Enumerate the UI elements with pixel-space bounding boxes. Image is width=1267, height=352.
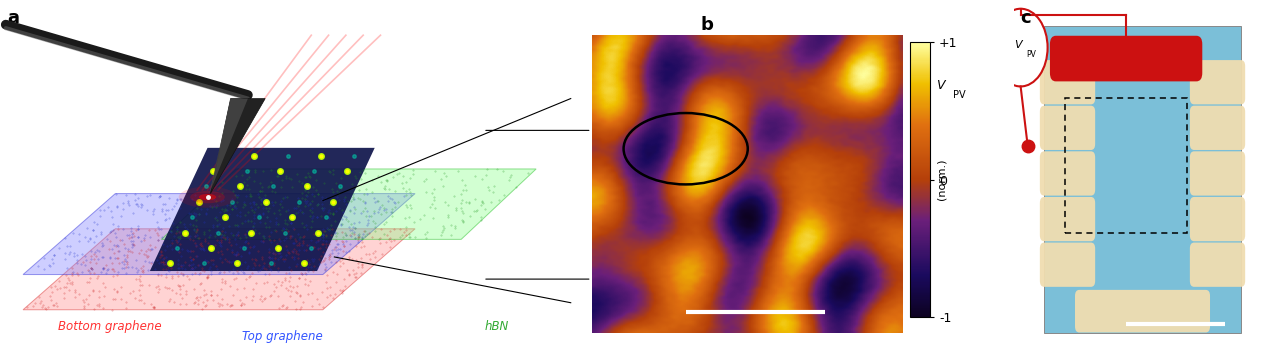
Polygon shape xyxy=(23,194,416,275)
Text: PV: PV xyxy=(953,90,965,100)
Text: c: c xyxy=(1020,9,1030,27)
Text: $V$: $V$ xyxy=(1015,38,1025,50)
FancyBboxPatch shape xyxy=(1190,151,1245,196)
Bar xyxy=(1066,98,1187,233)
FancyBboxPatch shape xyxy=(1040,243,1095,287)
Ellipse shape xyxy=(179,187,237,208)
Polygon shape xyxy=(210,99,265,194)
Text: Top graphene: Top graphene xyxy=(242,330,323,343)
Polygon shape xyxy=(209,99,248,194)
Polygon shape xyxy=(161,169,536,239)
Text: (norm.): (norm.) xyxy=(936,159,946,200)
Ellipse shape xyxy=(190,191,224,203)
FancyBboxPatch shape xyxy=(1190,197,1245,241)
Text: a: a xyxy=(6,9,19,27)
FancyBboxPatch shape xyxy=(1040,60,1095,104)
FancyBboxPatch shape xyxy=(1040,106,1095,150)
FancyBboxPatch shape xyxy=(1050,36,1202,81)
Ellipse shape xyxy=(199,194,217,200)
FancyBboxPatch shape xyxy=(1074,290,1210,332)
Polygon shape xyxy=(23,229,416,310)
Text: Bottom graphene: Bottom graphene xyxy=(58,320,161,333)
FancyBboxPatch shape xyxy=(1190,106,1245,150)
Text: hBN: hBN xyxy=(484,320,508,333)
FancyBboxPatch shape xyxy=(1040,151,1095,196)
Bar xyxy=(1044,26,1240,333)
Circle shape xyxy=(993,9,1048,87)
Text: b: b xyxy=(701,16,713,34)
FancyBboxPatch shape xyxy=(1040,197,1095,241)
FancyBboxPatch shape xyxy=(1190,243,1245,287)
FancyBboxPatch shape xyxy=(1190,60,1245,104)
Polygon shape xyxy=(150,148,375,271)
Text: PV: PV xyxy=(1026,50,1036,59)
Text: $V$: $V$ xyxy=(936,78,948,92)
